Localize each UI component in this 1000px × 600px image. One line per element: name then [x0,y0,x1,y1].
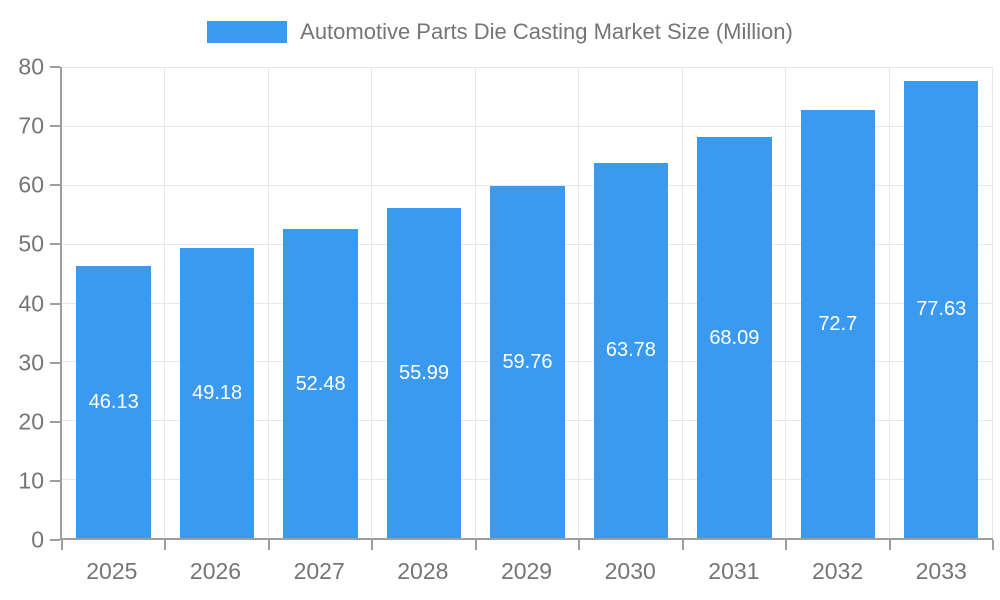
bar-value-label: 49.18 [192,382,243,405]
bar-cell: 55.99 [372,67,475,538]
bar: 55.99 [386,208,462,538]
legend: Automotive Parts Die Casting Market Size… [0,12,1000,52]
x-tick-mark [61,540,63,550]
gridline-horizontal [62,125,993,127]
y-tick-label: 10 [18,467,44,494]
x-tick-mark [888,540,891,550]
y-axis: 0 10 20 30 40 50 60 70 80 [0,55,60,551]
gridline-horizontal [62,184,993,186]
bar-cell: 68.09 [683,67,786,538]
bar-value-label: 46.13 [88,391,139,414]
bar-value-label: 77.63 [916,298,967,321]
bar-value-label: 72.7 [818,312,858,335]
y-tick-mark [50,184,60,187]
y-tick-mark [50,66,60,68]
bar-cell: 59.76 [476,67,579,538]
gridline-vertical [267,67,269,538]
bar: 49.18 [179,248,255,538]
x-axis: 2025 2026 2027 2028 2029 2030 2031 2032 2033 [60,545,993,590]
y-tick-mark [50,539,60,541]
x-tick-label: 2026 [189,558,242,584]
bar-value-label: 68.09 [709,326,760,349]
bar: 77.63 [903,80,979,538]
x-tick-label: 2028 [397,558,449,584]
x-tick-label: 2032 [811,558,864,584]
y-tick-mark [50,361,60,364]
gridline-vertical [164,67,166,538]
gridline-vertical [371,67,373,538]
y-tick-mark [50,420,60,423]
x-tick-mark [992,540,994,550]
legend-item[interactable]: Automotive Parts Die Casting Market Size… [207,19,793,45]
gridline-vertical [785,67,787,538]
y-tick-label: 40 [18,290,44,316]
gridline-vertical [681,67,683,538]
y-tick-mark [50,243,60,246]
bar-cell: 72.7 [786,67,889,538]
x-tick-label: 2025 [86,558,138,584]
plot-area: 46.13 49.18 52.48 55.99 59.76 63.78 68.09 72.7 7… [60,67,994,550]
x-tick-mark [474,540,477,550]
x-tick-label: 2030 [604,558,656,584]
bar-value-label: 59.76 [502,351,553,374]
bar-cell: 77.63 [890,67,993,538]
x-tick-label: 2029 [500,558,553,584]
y-tick-label: 70 [18,112,44,139]
gridline-vertical [992,67,993,538]
gridline-vertical [578,67,580,538]
y-tick-label: 0 [31,526,44,553]
y-tick-mark [50,479,60,482]
legend-swatch-icon [207,21,288,43]
gridline-vertical [474,67,476,538]
y-tick-mark [50,125,60,128]
bars: 46.13 49.18 52.48 55.99 59.76 63.78 68.09 72.7 7… [62,67,993,538]
y-tick-label: 20 [18,408,44,435]
bar-cell: 46.13 [62,67,165,538]
x-tick-mark [785,540,788,550]
y-tick-label: 50 [18,230,44,257]
x-tick-label: 2033 [915,558,967,584]
x-tick-mark [371,540,374,550]
gridline-vertical [888,67,890,538]
bar: 68.09 [697,137,772,538]
x-tick-mark [681,540,684,550]
x-tick-mark [267,540,270,550]
bar: 59.76 [490,186,565,538]
legend-label: Automotive Parts Die Casting Market Size… [300,19,793,44]
x-tick-label: 2027 [293,558,345,584]
bar-value-label: 55.99 [399,362,450,385]
bar: 52.48 [283,229,358,538]
y-tick-label: 80 [18,53,44,80]
bar-cell: 63.78 [579,67,682,538]
bar: 63.78 [593,162,669,538]
bar: 46.13 [76,266,151,538]
y-tick-mark [50,302,60,305]
bar-value-label: 63.78 [605,339,656,362]
x-tick-label: 2031 [708,558,760,584]
bar-cell: 52.48 [269,67,372,538]
bar: 72.7 [800,109,876,538]
y-tick-label: 60 [18,171,44,198]
gridline-horizontal [62,67,993,68]
bar-cell: 49.18 [165,67,268,538]
x-tick-mark [164,540,167,550]
y-tick-label: 30 [18,349,44,376]
x-tick-mark [578,540,581,550]
bar-value-label: 52.48 [295,372,346,395]
